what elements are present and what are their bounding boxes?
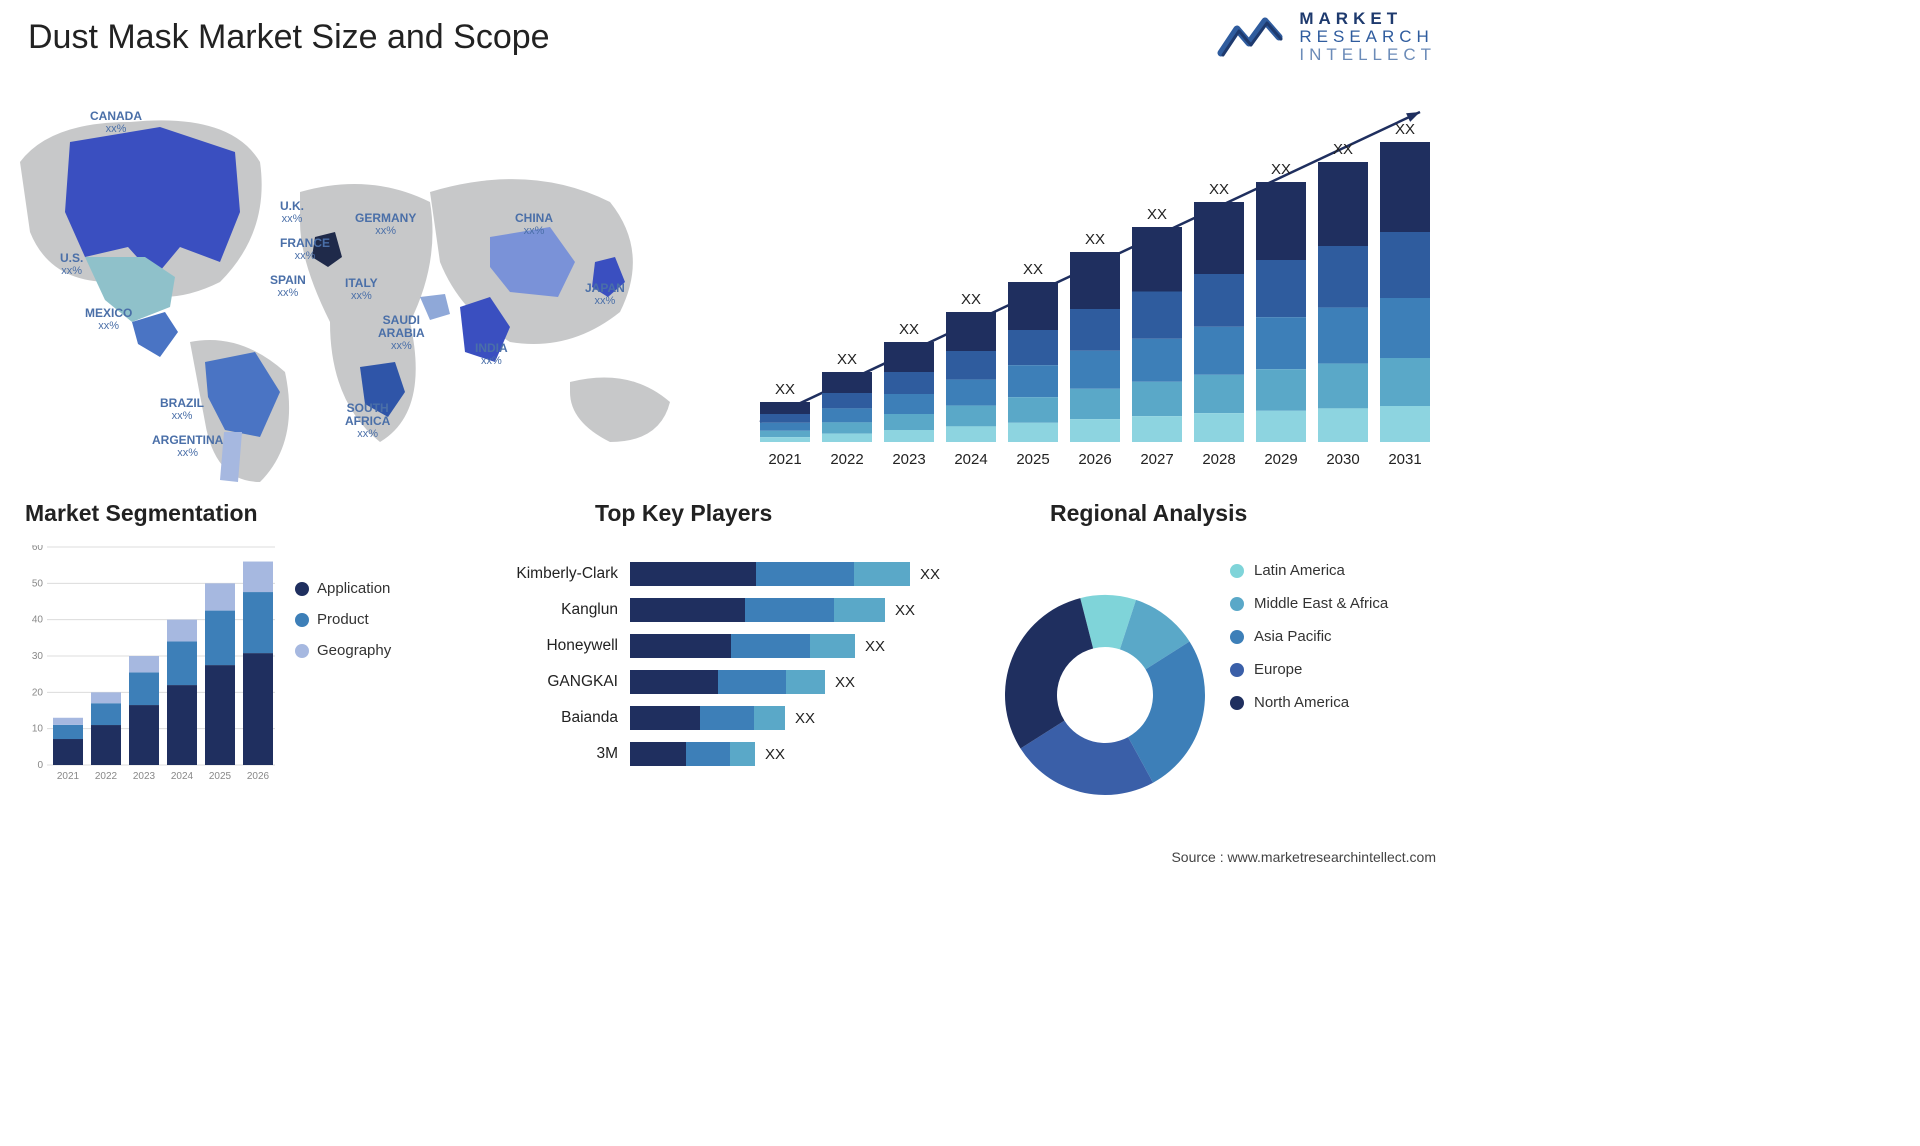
svg-text:2030: 2030: [1326, 451, 1359, 468]
legend-item: Europe: [1230, 661, 1388, 678]
svg-text:20: 20: [32, 687, 44, 698]
key-player-name: GANGKAI: [485, 673, 630, 691]
key-player-row: Honeywell XX: [485, 632, 940, 660]
source-attribution: Source : www.marketresearchintellect.com: [1171, 849, 1436, 865]
map-label: INDIAxx%: [475, 342, 508, 367]
svg-text:2025: 2025: [209, 771, 232, 782]
key-player-row: Baianda XX: [485, 704, 940, 732]
map-label: CANADAxx%: [90, 110, 142, 135]
svg-text:XX: XX: [775, 381, 795, 398]
svg-text:XX: XX: [1023, 261, 1043, 278]
key-player-value: XX: [795, 710, 815, 727]
key-player-row: Kimberly-Clark XX: [485, 560, 940, 588]
segmentation-title: Market Segmentation: [25, 500, 258, 527]
map-label: JAPANxx%: [585, 282, 625, 307]
svg-text:2026: 2026: [1078, 451, 1111, 468]
key-player-value: XX: [765, 746, 785, 763]
key-player-bar: [630, 742, 755, 766]
key-player-bar: [630, 670, 825, 694]
key-player-name: 3M: [485, 745, 630, 763]
map-label: BRAZILxx%: [160, 397, 204, 422]
svg-text:XX: XX: [1085, 231, 1105, 248]
regional-legend: Latin America Middle East & Africa Asia Pa…: [1230, 562, 1388, 727]
svg-text:2024: 2024: [171, 771, 194, 782]
svg-text:XX: XX: [1395, 121, 1415, 138]
svg-text:XX: XX: [1271, 161, 1291, 178]
svg-text:2024: 2024: [954, 451, 987, 468]
legend-item: Geography: [295, 642, 391, 659]
map-label: FRANCExx%: [280, 237, 330, 262]
key-player-name: Kanglun: [485, 601, 630, 619]
svg-text:2021: 2021: [57, 771, 80, 782]
svg-text:50: 50: [32, 578, 44, 589]
map-label: MEXICOxx%: [85, 307, 132, 332]
world-map: CANADAxx% U.S.xx% MEXICOxx% BRAZILxx% ARGENT…: [10, 82, 710, 482]
page-title: Dust Mask Market Size and Scope: [28, 18, 550, 57]
logo-text-3: INTELLECT: [1299, 46, 1436, 64]
key-player-name: Honeywell: [485, 637, 630, 655]
svg-text:2028: 2028: [1202, 451, 1235, 468]
svg-text:XX: XX: [1147, 206, 1167, 223]
map-label: GERMANYxx%: [355, 212, 416, 237]
key-player-value: XX: [835, 674, 855, 691]
svg-text:2021: 2021: [768, 451, 801, 468]
svg-text:40: 40: [32, 615, 44, 626]
key-players-title: Top Key Players: [595, 500, 772, 527]
svg-text:2026: 2026: [247, 771, 270, 782]
svg-text:10: 10: [32, 724, 44, 735]
key-player-bar: [630, 598, 885, 622]
svg-text:60: 60: [32, 545, 44, 553]
logo-icon: [1217, 13, 1287, 61]
key-players-panel: Top Key Players Kimberly-Clark XX Kanglun X…: [485, 500, 985, 830]
svg-text:2031: 2031: [1388, 451, 1421, 468]
segmentation-panel: Market Segmentation 0 10 20 30 40 50 60 2021 202…: [25, 500, 465, 830]
growth-bar-chart: XX 2021 XX 2022 XX 2023 XX 2024 XX 2025 XX 2026 XX 20…: [740, 82, 1440, 482]
segmentation-legend: Application Product Geography: [295, 580, 391, 673]
map-label: ITALYxx%: [345, 277, 378, 302]
legend-item: Asia Pacific: [1230, 628, 1388, 645]
logo-text-1: MARKET: [1299, 10, 1436, 28]
legend-item: Middle East & Africa: [1230, 595, 1388, 612]
svg-text:XX: XX: [1209, 181, 1229, 198]
svg-text:2027: 2027: [1140, 451, 1173, 468]
svg-text:2023: 2023: [133, 771, 156, 782]
svg-text:XX: XX: [837, 351, 857, 368]
brand-logo: MARKET RESEARCH INTELLECT: [1217, 10, 1436, 64]
svg-text:2025: 2025: [1016, 451, 1049, 468]
key-player-row: GANGKAI XX: [485, 668, 940, 696]
key-player-bar: [630, 634, 855, 658]
legend-item: Latin America: [1230, 562, 1388, 579]
legend-item: Product: [295, 611, 391, 628]
svg-text:XX: XX: [1333, 141, 1353, 158]
map-label: ARGENTINAxx%: [152, 434, 223, 459]
key-player-name: Baianda: [485, 709, 630, 727]
svg-text:2029: 2029: [1264, 451, 1297, 468]
key-player-bar: [630, 706, 785, 730]
map-label: SPAINxx%: [270, 274, 306, 299]
key-player-value: XX: [865, 638, 885, 655]
logo-text-2: RESEARCH: [1299, 28, 1436, 46]
legend-item: Application: [295, 580, 391, 597]
map-label: U.S.xx%: [60, 252, 83, 277]
map-label: SOUTHAFRICAxx%: [345, 402, 390, 440]
map-label: U.K.xx%: [280, 200, 304, 225]
key-player-name: Kimberly-Clark: [485, 565, 630, 583]
key-player-value: XX: [895, 602, 915, 619]
regional-title: Regional Analysis: [1050, 500, 1247, 527]
key-player-row: 3M XX: [485, 740, 940, 768]
svg-text:30: 30: [32, 651, 44, 662]
map-label: SAUDIARABIAxx%: [378, 314, 425, 352]
map-label: CHINAxx%: [515, 212, 553, 237]
key-player-value: XX: [920, 566, 940, 583]
svg-text:0: 0: [37, 760, 43, 771]
svg-text:2023: 2023: [892, 451, 925, 468]
svg-text:XX: XX: [961, 291, 981, 308]
svg-text:2022: 2022: [95, 771, 118, 782]
key-player-bar: [630, 562, 910, 586]
svg-text:2022: 2022: [830, 451, 863, 468]
regional-panel: Regional Analysis Latin America Middle Ea…: [990, 500, 1450, 830]
legend-item: North America: [1230, 694, 1388, 711]
svg-text:XX: XX: [899, 321, 919, 338]
key-player-row: Kanglun XX: [485, 596, 940, 624]
